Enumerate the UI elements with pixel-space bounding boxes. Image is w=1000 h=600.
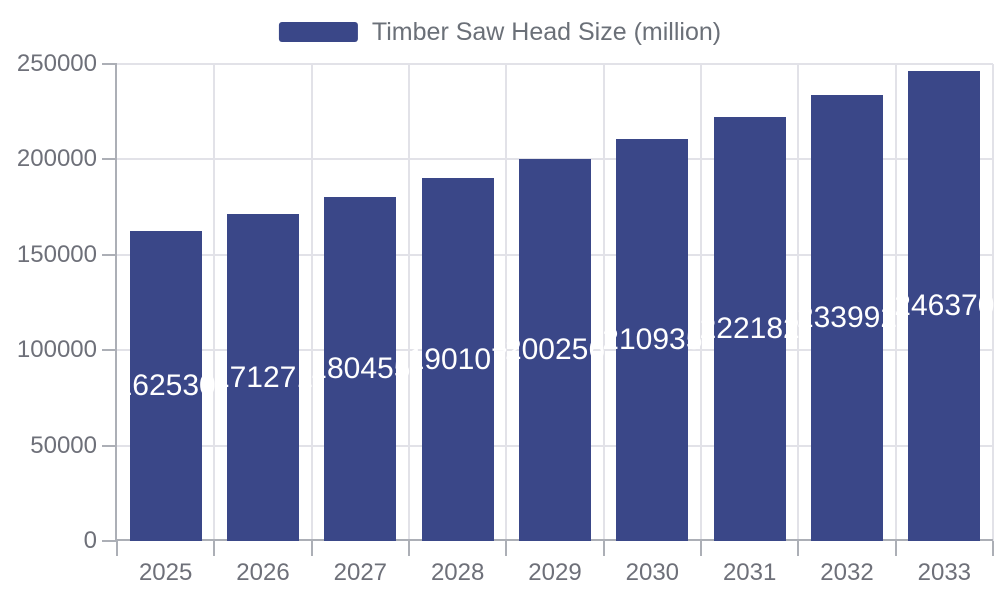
x-axis-tick: [700, 541, 702, 556]
bar-value-label: 190107: [407, 342, 508, 376]
bar-value-label: 200256: [504, 332, 606, 366]
gridline-vertical: [505, 64, 508, 541]
bar-value-label: 162530: [115, 368, 216, 402]
y-axis-tick-label: 250000: [16, 50, 97, 77]
x-axis-tick-label: 2033: [917, 559, 972, 586]
x-axis-tick-label: 2027: [333, 559, 388, 586]
legend-item[interactable]: Timber Saw Head Size (million): [278, 18, 722, 46]
bar-2027[interactable]: [324, 196, 397, 541]
gridline-vertical: [408, 64, 410, 541]
bar-2026[interactable]: [227, 214, 299, 541]
x-axis-tick-label: 2031: [722, 559, 777, 586]
x-axis-tick: [602, 541, 605, 556]
gridline-vertical: [797, 64, 800, 541]
bar-2030[interactable]: [616, 138, 689, 541]
y-axis-tick-label: 100000: [16, 336, 97, 364]
x-axis-tick-label: 2032: [820, 559, 874, 586]
y-axis-tick-label: 0: [83, 527, 97, 554]
x-axis-tick-label: 2028: [430, 559, 485, 586]
bar-value-label: 210935: [602, 322, 703, 356]
bar-2025[interactable]: [129, 230, 202, 541]
bar-2031[interactable]: [713, 117, 786, 541]
x-axis-tick-label: 2025: [138, 559, 193, 586]
y-axis-tick-label: 50000: [30, 431, 97, 459]
gridline-vertical: [700, 64, 702, 541]
gridline-vertical: [894, 64, 897, 541]
bar-value-label: 233992: [796, 300, 898, 334]
x-axis-tick: [213, 541, 216, 556]
bar-2032[interactable]: [811, 94, 883, 541]
legend-label: Timber Saw Head Size (million): [371, 18, 722, 46]
x-axis-tick: [116, 541, 118, 556]
y-axis-tick: [102, 253, 117, 256]
y-axis-tick: [102, 444, 117, 447]
x-axis-tick: [408, 541, 410, 556]
bar-value-label: 222182: [699, 312, 800, 346]
x-axis-tick: [992, 541, 994, 556]
x-axis-tick-label: 2026: [236, 559, 290, 586]
bar-2029[interactable]: [519, 158, 591, 541]
legend-marker: [278, 22, 358, 42]
x-axis-tick: [894, 541, 897, 556]
y-axis-line: [115, 64, 117, 541]
gridline-vertical: [213, 64, 216, 541]
bar-2028[interactable]: [421, 178, 494, 541]
y-axis-tick-label: 150000: [16, 240, 97, 268]
x-axis-tick-label: 2030: [625, 559, 680, 586]
x-axis-tick: [310, 541, 313, 556]
gridline-vertical: [602, 64, 605, 541]
bar-value-label: 180455: [310, 351, 411, 385]
y-axis-tick: [102, 63, 117, 65]
gridline-vertical: [992, 64, 994, 541]
gridline-horizontal: [117, 63, 993, 65]
y-axis-tick: [102, 349, 117, 352]
bar-2033[interactable]: [908, 70, 981, 541]
y-axis-tick: [102, 158, 117, 161]
bar-value-label: 246370: [894, 288, 995, 322]
gridline-vertical: [310, 64, 313, 541]
bar-value-label: 171271: [212, 360, 314, 394]
y-axis-tick: [102, 540, 117, 542]
x-axis-tick: [505, 541, 508, 556]
x-axis-tick: [797, 541, 800, 556]
x-axis-tick-label: 2029: [528, 559, 582, 586]
y-axis-tick-label: 200000: [16, 145, 97, 173]
